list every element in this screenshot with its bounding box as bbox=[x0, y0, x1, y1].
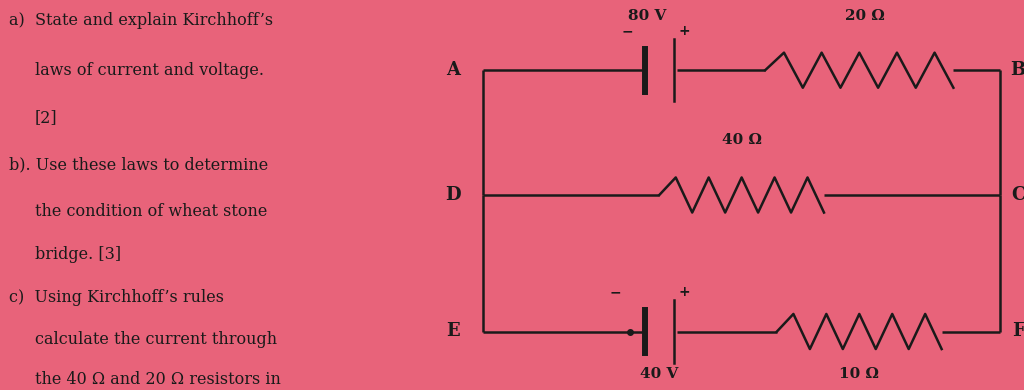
Text: E: E bbox=[446, 323, 460, 340]
Text: C: C bbox=[1011, 186, 1024, 204]
Text: 10 Ω: 10 Ω bbox=[840, 367, 880, 381]
Text: calculate the current through: calculate the current through bbox=[35, 332, 276, 349]
Text: c)  Using Kirchhoff’s rules: c) Using Kirchhoff’s rules bbox=[9, 289, 223, 306]
Text: bridge. [3]: bridge. [3] bbox=[35, 246, 121, 263]
Text: A: A bbox=[446, 61, 461, 79]
Text: 20 Ω: 20 Ω bbox=[845, 9, 885, 23]
Text: the condition of wheat stone: the condition of wheat stone bbox=[35, 203, 267, 220]
Text: [2]: [2] bbox=[35, 109, 57, 126]
Text: +: + bbox=[678, 285, 690, 300]
Text: B: B bbox=[1011, 61, 1024, 79]
Text: b). Use these laws to determine: b). Use these laws to determine bbox=[9, 156, 268, 173]
Text: 80 V: 80 V bbox=[629, 9, 667, 23]
Text: D: D bbox=[445, 186, 461, 204]
Text: the 40 Ω and 20 Ω resistors in: the 40 Ω and 20 Ω resistors in bbox=[35, 370, 281, 388]
Text: laws of current and voltage.: laws of current and voltage. bbox=[35, 62, 264, 80]
Text: −: − bbox=[622, 24, 633, 38]
Text: −: − bbox=[609, 285, 621, 300]
Text: +: + bbox=[678, 24, 690, 38]
Text: 40 Ω: 40 Ω bbox=[722, 133, 762, 147]
Text: 40 V: 40 V bbox=[640, 367, 679, 381]
Text: F: F bbox=[1012, 323, 1024, 340]
Text: a)  State and explain Kirchhoff’s: a) State and explain Kirchhoff’s bbox=[9, 12, 272, 29]
